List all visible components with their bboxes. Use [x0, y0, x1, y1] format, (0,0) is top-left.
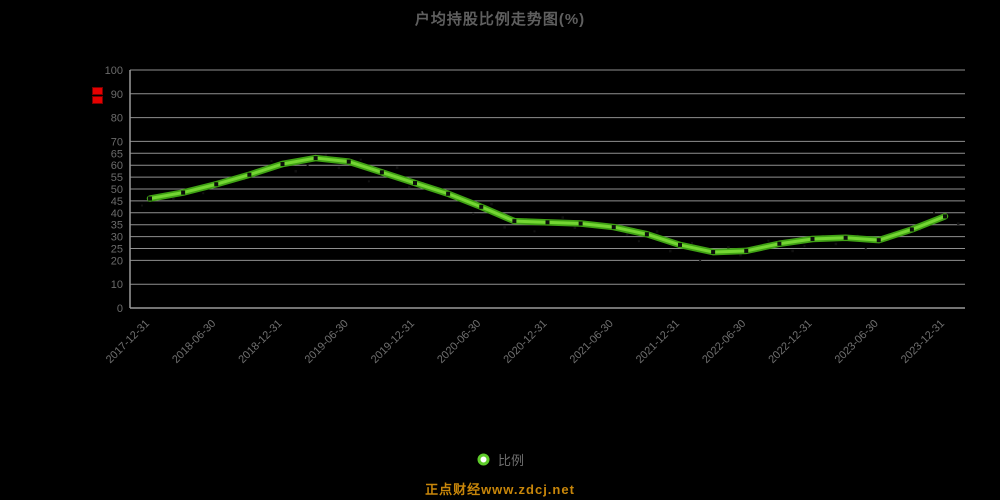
noise-dot	[933, 212, 935, 215]
data-point-marker	[644, 232, 649, 237]
y-tick-label: 60	[111, 160, 123, 172]
data-point-marker	[446, 191, 451, 196]
data-point-marker	[943, 214, 947, 219]
noise-dot	[834, 242, 838, 246]
y-tick-label: 100	[105, 65, 123, 77]
x-tick-label: 2020-06-30	[435, 318, 483, 366]
x-tick-label: 2019-06-30	[303, 318, 351, 366]
y-tick-label: 35	[111, 220, 123, 232]
x-tick-label: 2019-12-31	[369, 318, 417, 366]
noise-dot	[864, 248, 867, 251]
data-point-marker	[313, 156, 318, 161]
noise-dot	[533, 230, 536, 233]
x-tick-label: 2023-06-30	[833, 318, 881, 366]
data-point-marker	[578, 221, 583, 226]
noise-dot	[367, 180, 370, 183]
red-flag-icon	[92, 87, 103, 104]
data-point-marker	[545, 220, 550, 225]
noise-dot	[359, 158, 362, 161]
noise-dot	[625, 233, 629, 236]
noise-dot	[957, 222, 960, 225]
y-tick-label: 40	[111, 208, 123, 220]
data-point-marker	[148, 196, 152, 201]
noise-dot	[655, 230, 659, 233]
y-tick-label: 50	[111, 184, 123, 196]
data-point-marker	[214, 182, 219, 187]
y-tick-label: 10	[111, 279, 123, 291]
chart-title: 户均持股比例走势图(%)	[414, 11, 586, 28]
x-tick-label: 2022-06-30	[700, 318, 748, 366]
data-point-marker	[280, 162, 285, 167]
data-point-marker	[843, 235, 848, 240]
x-tick-label: 2021-12-31	[634, 318, 682, 366]
y-tick-label: 90	[111, 89, 123, 101]
x-tick-label: 2022-12-31	[766, 318, 814, 366]
noise-dot	[691, 241, 693, 244]
y-tick-label: 55	[111, 172, 123, 184]
noise-dot	[803, 244, 806, 247]
data-point-marker	[479, 204, 484, 209]
noise-dot	[739, 253, 742, 257]
data-point-marker	[678, 242, 682, 247]
y-tick-label: 80	[111, 113, 123, 125]
data-point-marker	[346, 159, 351, 164]
data-point-marker	[379, 170, 384, 175]
noise-dot	[141, 204, 143, 207]
x-tick-label: 2018-06-30	[170, 318, 218, 366]
x-tick-label: 2021-06-30	[568, 318, 616, 366]
data-point-marker	[413, 181, 417, 186]
noise-dot	[699, 260, 702, 263]
data-point-marker	[181, 190, 186, 195]
data-point-marker	[744, 248, 749, 253]
noise-dot	[395, 166, 399, 169]
noise-dot	[270, 160, 273, 163]
data-point-marker	[777, 241, 782, 246]
legend-circle-marker-icon	[477, 453, 490, 466]
noise-dot	[727, 246, 730, 249]
red-flag-block	[92, 87, 103, 95]
watermark-text: 正点财经www.zdcj.net	[425, 482, 575, 497]
noise-dot	[503, 226, 506, 229]
data-point-marker	[711, 250, 716, 255]
noise-dot	[172, 197, 175, 201]
y-tick-label: 20	[111, 255, 123, 267]
data-point-marker	[810, 236, 815, 241]
x-tick-label: 2018-12-31	[236, 318, 284, 366]
noise-dot	[490, 202, 493, 206]
noise-dot	[573, 226, 577, 230]
x-tick-label: 2020-12-31	[501, 318, 549, 366]
series-line-inner	[148, 156, 947, 254]
data-point-marker	[247, 172, 252, 177]
y-tick-label: 45	[111, 196, 123, 208]
noise-dot	[294, 170, 297, 173]
y-tick-label: 65	[111, 148, 123, 160]
y-tick-label: 70	[111, 136, 123, 148]
red-flag-block	[92, 96, 103, 104]
legend: 比例	[0, 450, 1000, 469]
noise-dot	[324, 154, 328, 157]
noise-dot	[669, 249, 672, 253]
x-tick-label: 2017-12-31	[104, 318, 152, 366]
noise-dot	[202, 192, 205, 195]
noise-dot	[791, 249, 794, 253]
data-point-marker	[909, 227, 914, 232]
data-point-marker	[611, 225, 616, 230]
noise-dot	[306, 164, 309, 167]
legend-label: 比例	[497, 453, 524, 468]
y-tick-label: 25	[111, 244, 123, 256]
noise-dot	[337, 166, 341, 170]
data-point-marker	[876, 238, 881, 243]
y-tick-label: 0	[117, 303, 123, 315]
x-tick-label: 2023-12-31	[899, 318, 947, 366]
noise-dot	[561, 216, 564, 219]
data-point-marker	[512, 219, 517, 224]
noise-dot	[472, 212, 475, 215]
y-tick-label: 30	[111, 232, 123, 244]
noise-dot	[767, 239, 770, 242]
noise-dot	[637, 240, 640, 243]
noise-dot	[408, 186, 411, 189]
